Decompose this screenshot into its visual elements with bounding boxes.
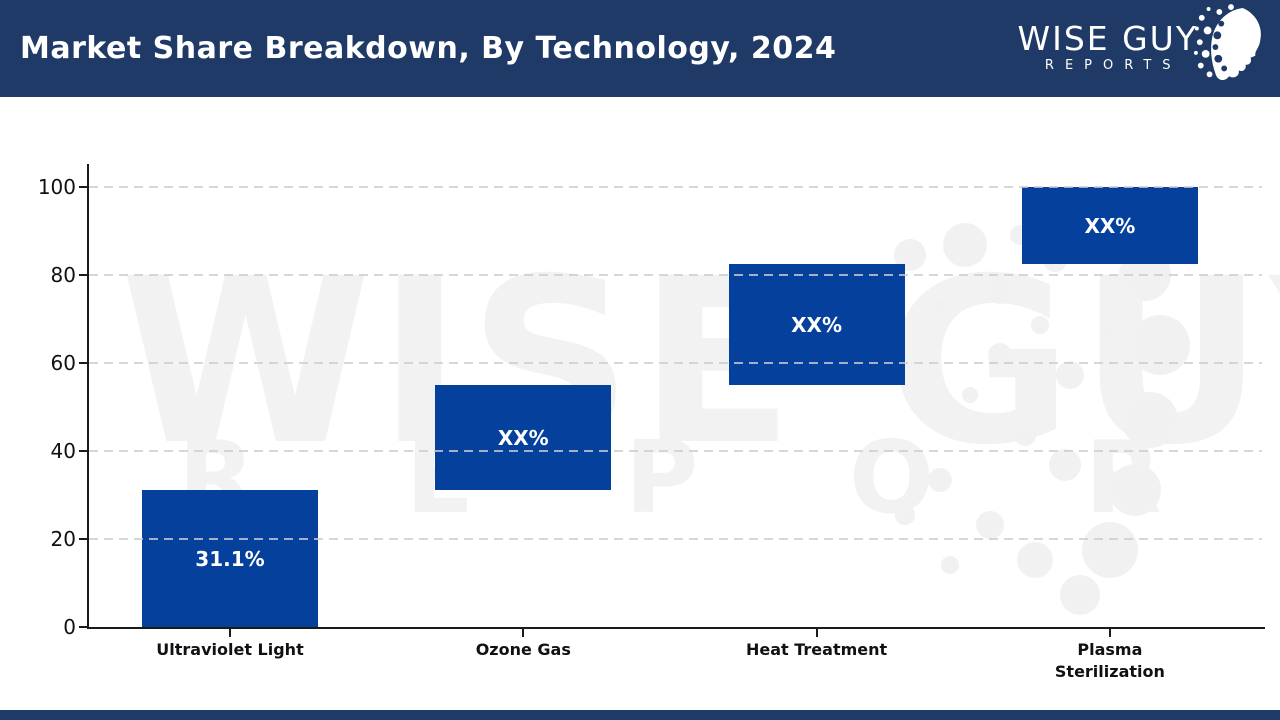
y-tick-label: 80 — [50, 263, 76, 287]
y-tick-mark — [79, 626, 87, 628]
bar-plasma-sterilization: XX% — [1021, 187, 1198, 265]
y-axis-line — [87, 164, 89, 629]
wiseguy-logo: WISE GUY REPORTS — [1017, 4, 1270, 92]
y-tick-mark — [79, 186, 87, 188]
logo-wordmark: WISE GUY — [1017, 19, 1198, 58]
y-tick-label: 20 — [50, 527, 76, 551]
x-axis-line — [87, 627, 1265, 629]
bar-value-label: XX% — [497, 425, 549, 450]
watermark-subtitle: R E P O R T S — [178, 419, 1280, 536]
footer-bar — [0, 710, 1280, 720]
y-tick-label: 60 — [50, 351, 76, 375]
gridline — [89, 186, 1262, 188]
chart-title: Market Share Breakdown, By Technology, 2… — [20, 31, 837, 66]
bar-heat-treatment: XX% — [728, 264, 905, 385]
watermark-face-icon — [882, 223, 1190, 615]
logo-text: WISE GUY REPORTS — [1017, 22, 1198, 72]
y-tick-label: 0 — [63, 615, 76, 639]
category-label: Plasma Sterilization — [1054, 640, 1165, 681]
y-tick-mark — [79, 450, 87, 452]
bar-ultraviolet-light: 31.1% — [142, 490, 318, 627]
bar-ozone-gas: XX% — [435, 385, 612, 491]
bar-value-label: XX% — [791, 312, 843, 337]
y-tick-mark — [79, 362, 87, 364]
header-bar: Market Share Breakdown, By Technology, 2… — [0, 0, 1280, 97]
gridline — [89, 274, 1262, 276]
y-tick-label: 100 — [37, 175, 76, 199]
gridline — [89, 362, 1262, 364]
logo-face-icon — [1193, 4, 1261, 81]
y-tick-mark — [79, 538, 87, 540]
x-tick-mark — [522, 629, 525, 637]
bar-value-label: XX% — [1084, 213, 1136, 238]
y-tick-label: 40 — [50, 439, 76, 463]
category-label: Heat Treatment — [746, 640, 888, 659]
x-tick-mark — [229, 629, 231, 637]
category-label: Ozone Gas — [475, 640, 571, 659]
gridline — [89, 538, 1262, 540]
x-tick-mark — [1108, 629, 1111, 637]
gridline — [89, 450, 1262, 452]
category-label: Ultraviolet Light — [156, 640, 304, 659]
x-tick-mark — [815, 629, 818, 637]
bar-value-label: 31.1% — [195, 546, 265, 571]
logo-subtitle: REPORTS — [1044, 58, 1182, 73]
y-tick-mark — [79, 274, 87, 276]
